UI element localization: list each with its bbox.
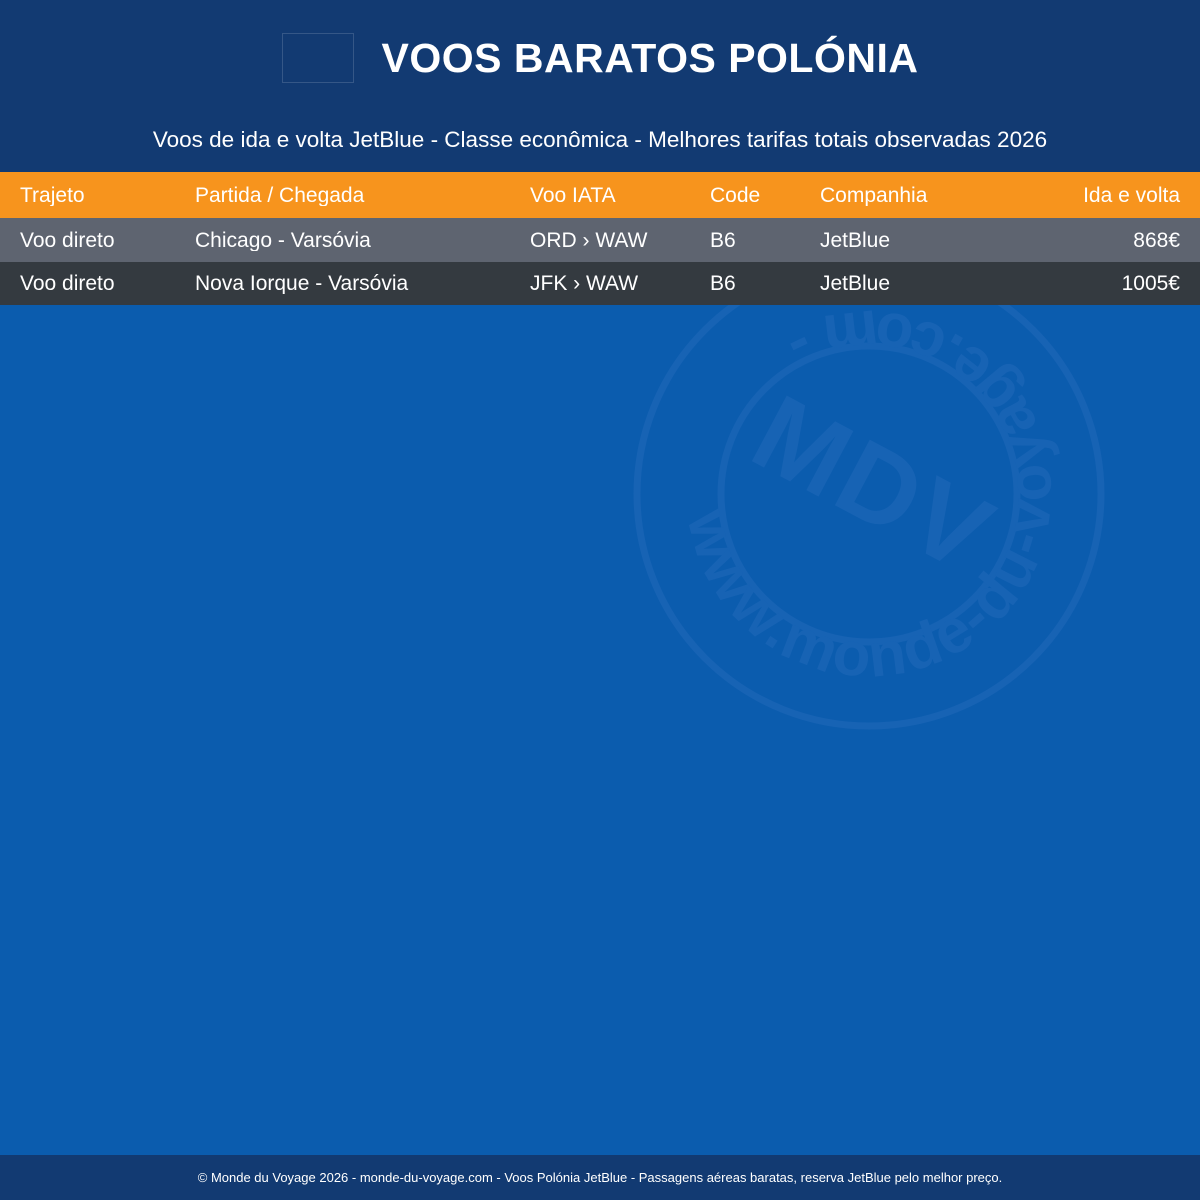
column-header-preco: Ida e volta [1083,184,1180,206]
cell-iata: ORD › WAW [530,229,648,251]
svg-text:www.monde-du-voyage.com -: www.monde-du-voyage.com - [673,296,1066,691]
cell-partida: Chicago - Varsóvia [195,229,371,251]
column-header-companhia: Companhia [820,184,928,206]
cell-iata: JFK › WAW [530,273,639,294]
page-title: VOOS BARATOS POLÓNIA [381,34,919,81]
footer-text: © Monde du Voyage 2026 - monde-du-voyage… [197,1170,1003,1185]
table-row[interactable]: Voo direto Nova Iorque - Varsóvia JFK › … [0,262,1200,305]
table-header-row: Trajeto Partida / Chegada Voo IATA Code … [0,172,1200,218]
cell-trajeto: Voo direto [20,229,115,251]
column-header-partida: Partida / Chegada [195,184,365,206]
cell-companhia: JetBlue [820,273,891,294]
watermark-seal: www.monde-du-voyage.com - MDV [630,255,1108,733]
column-header-trajeto: Trajeto [20,184,85,206]
cell-companhia: JetBlue [820,229,891,251]
cell-preco: 868€ [1133,229,1180,251]
table-row[interactable]: Voo direto Chicago - Varsóvia ORD › WAW … [0,218,1200,262]
cell-code: B6 [710,273,736,294]
poland-flag-icon [281,33,354,83]
watermark-center-text: MDV [735,371,1014,596]
cell-trajeto: Voo direto [20,273,115,294]
flights-table: Trajeto Partida / Chegada Voo IATA Code … [0,172,1200,305]
page-subtitle: Voos de ida e volta JetBlue - Classe eco… [152,127,1048,152]
watermark-ring-text: www.monde-du-voyage.com - [673,296,1064,691]
column-header-code: Code [710,184,761,206]
title-row: VOOS BARATOS POLÓNIA [0,33,1200,83]
cell-code: B6 [710,229,736,251]
column-header-iata: Voo IATA [530,184,616,206]
cell-preco: 1005€ [1121,273,1180,294]
page-header: VOOS BARATOS POLÓNIA Voos de ida e volta… [0,0,1200,172]
cell-partida: Nova Iorque - Varsóvia [195,273,409,294]
page-footer: © Monde du Voyage 2026 - monde-du-voyage… [0,1155,1200,1200]
